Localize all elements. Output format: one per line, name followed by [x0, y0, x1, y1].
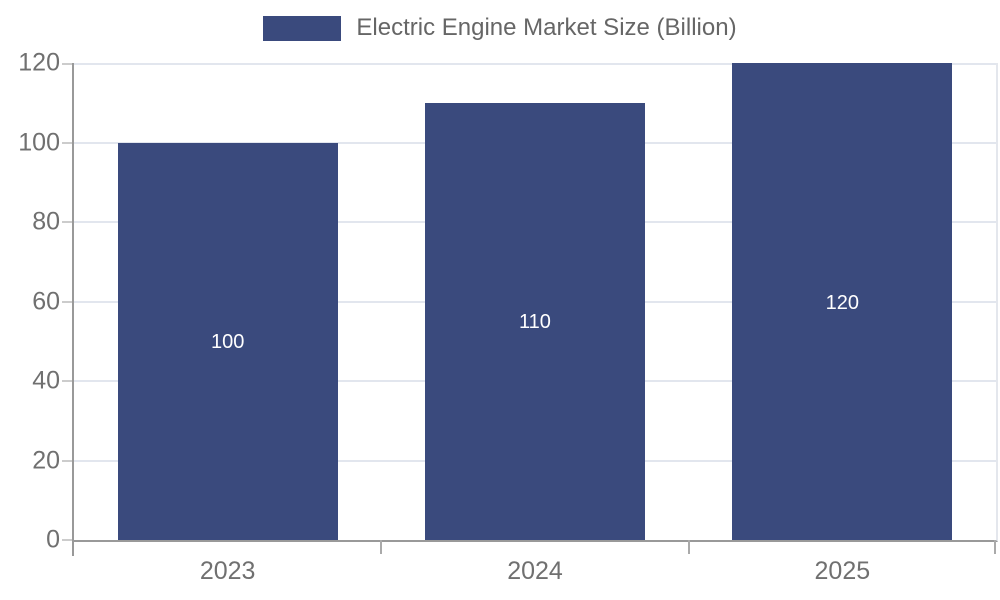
- y-axis-label-120: 120: [18, 48, 60, 77]
- gridline-y-120: [74, 63, 996, 65]
- y-axis-tick: [62, 459, 72, 462]
- legend-swatch-icon[interactable]: [263, 15, 342, 41]
- y-axis-tick: [62, 141, 72, 144]
- x-axis-tick: [380, 540, 383, 554]
- y-axis-tick: [62, 63, 72, 65]
- y-axis-label-20: 20: [32, 446, 60, 474]
- y-axis-label-80: 80: [32, 207, 60, 236]
- bar-value-label-2023: 100: [210, 331, 245, 354]
- x-axis-tick: [687, 540, 690, 554]
- legend-label[interactable]: Electric Engine Market Size (Billion): [356, 14, 737, 41]
- x-axis-label-2023: 2023: [199, 557, 256, 585]
- bar-2024[interactable]: 110: [425, 102, 645, 540]
- y-axis-tick: [62, 300, 72, 303]
- plot-area: 0 20 40 60 80 100 120 100 2023 110 2024 120 2025: [18, 49, 998, 585]
- bar-2023[interactable]: 100: [117, 142, 338, 540]
- y-axis-label-0: 0: [46, 525, 60, 554]
- y-axis-label-100: 100: [18, 128, 60, 156]
- y-axis-tick: [62, 221, 72, 223]
- bar-value-label-2025: 120: [825, 291, 860, 314]
- y-axis-tick: [62, 539, 72, 541]
- bar-2025[interactable]: 120: [732, 63, 953, 540]
- y-axis-tick: [62, 380, 72, 382]
- x-axis-tick: [994, 540, 996, 554]
- x-axis-label-2024: 2024: [507, 557, 563, 585]
- x-axis-label-2025: 2025: [814, 557, 871, 585]
- legend[interactable]: Electric Engine Market Size (Billion): [0, 14, 1000, 42]
- bar-value-label-2024: 110: [519, 311, 551, 334]
- y-axis-line-extension: [72, 540, 74, 556]
- y-axis-label-40: 40: [32, 366, 60, 395]
- y-axis-label-60: 60: [32, 287, 60, 315]
